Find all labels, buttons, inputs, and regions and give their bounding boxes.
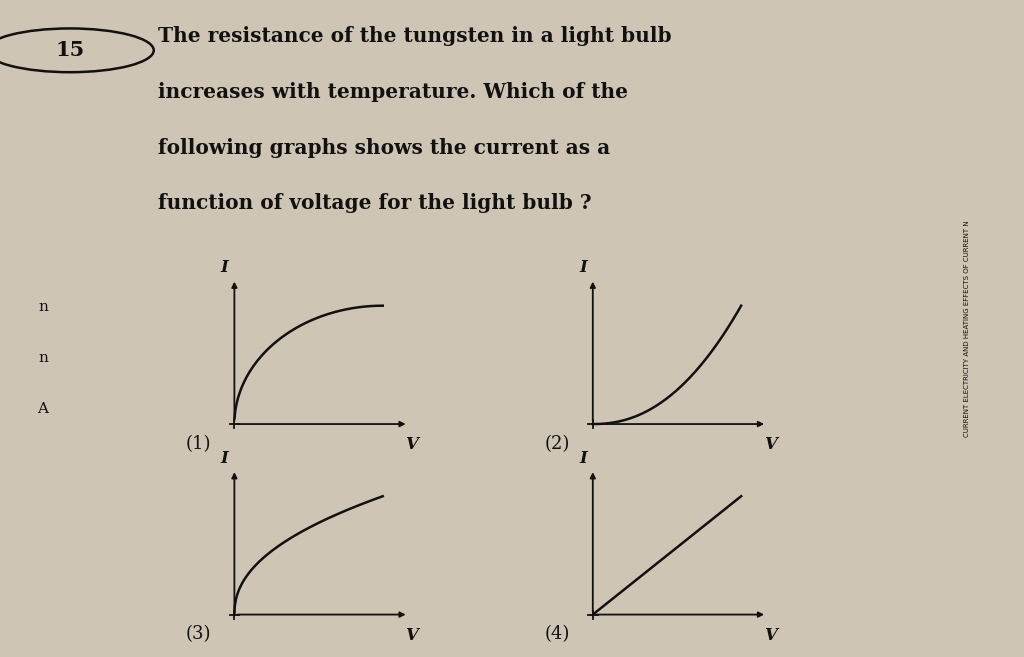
Text: V: V [406, 627, 418, 644]
Text: increases with temperature. Which of the: increases with temperature. Which of the [159, 81, 629, 102]
Text: I: I [580, 259, 587, 276]
Text: following graphs shows the current as a: following graphs shows the current as a [159, 137, 610, 158]
Text: I: I [221, 449, 228, 466]
Text: (4): (4) [545, 625, 569, 643]
Text: The resistance of the tungsten in a light bulb: The resistance of the tungsten in a ligh… [159, 26, 672, 46]
Text: (2): (2) [545, 435, 569, 453]
Text: n: n [38, 351, 48, 365]
Text: (3): (3) [186, 625, 212, 643]
Text: (1): (1) [186, 435, 212, 453]
Text: V: V [764, 627, 776, 644]
Text: CURRENT ELECTRICITY AND HEATING EFFECTS OF CURRENT N: CURRENT ELECTRICITY AND HEATING EFFECTS … [965, 220, 971, 437]
Text: I: I [580, 449, 587, 466]
Text: I: I [221, 259, 228, 276]
Text: function of voltage for the light bulb ?: function of voltage for the light bulb ? [159, 193, 592, 214]
Text: V: V [406, 436, 418, 453]
Text: n: n [38, 300, 48, 315]
Text: 15: 15 [55, 40, 85, 60]
Text: V: V [764, 436, 776, 453]
Text: A: A [38, 401, 48, 416]
